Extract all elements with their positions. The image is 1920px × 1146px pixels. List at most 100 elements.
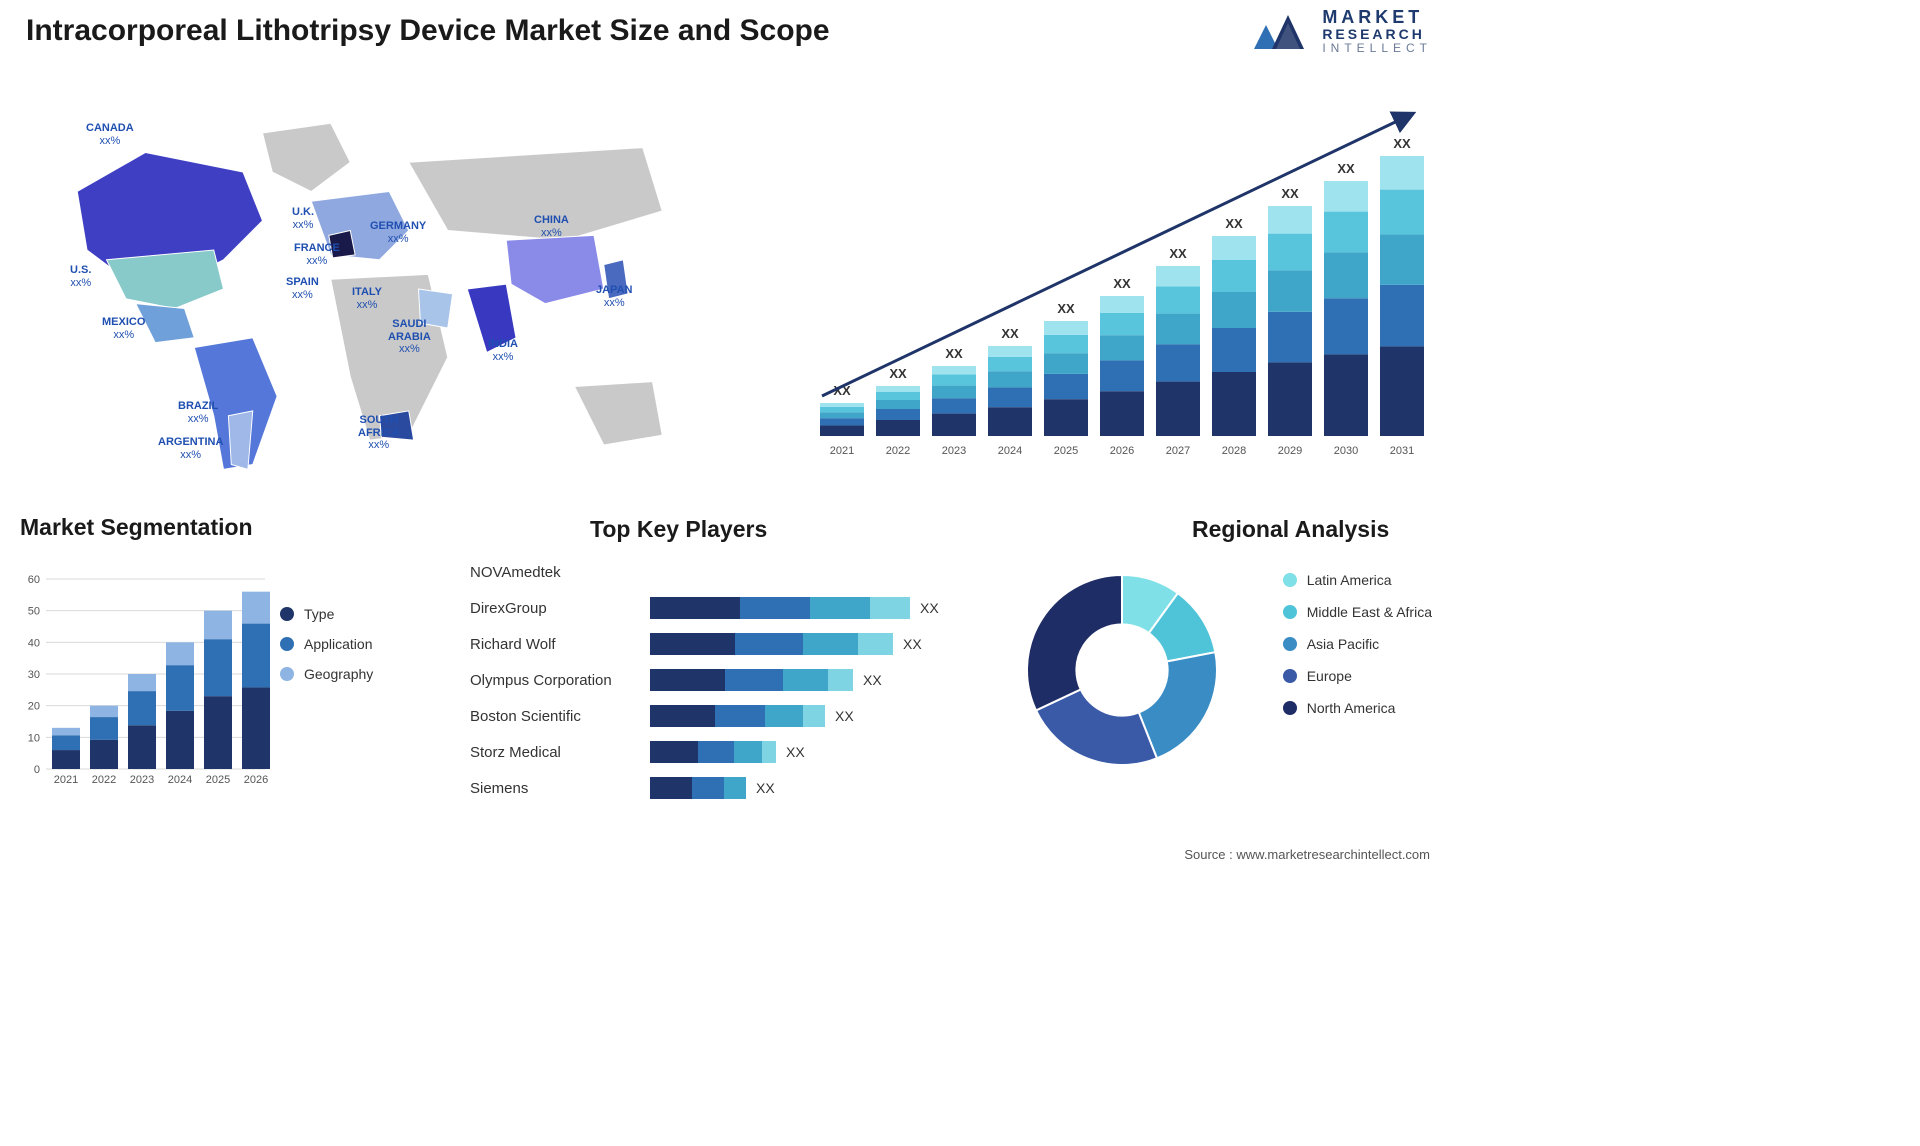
map-label: INDIAxx% bbox=[488, 338, 518, 363]
svg-text:XX: XX bbox=[945, 346, 963, 361]
segmentation-legend: Type Application Geography bbox=[280, 606, 373, 696]
player-name: Boston Scientific bbox=[470, 708, 650, 725]
svg-text:10: 10 bbox=[28, 732, 40, 744]
svg-text:XX: XX bbox=[1393, 136, 1411, 151]
svg-text:XX: XX bbox=[1337, 161, 1355, 176]
player-bar bbox=[650, 777, 746, 799]
legend-item: Application bbox=[280, 636, 373, 652]
map-label: BRAZILxx% bbox=[178, 400, 218, 425]
logo-line1: MARKET bbox=[1322, 8, 1432, 27]
map-label: SAUDIARABIAxx% bbox=[388, 318, 431, 356]
key-players-section: Top Key Players NOVAmedtekDirexGroupXXRi… bbox=[470, 516, 970, 826]
svg-text:XX: XX bbox=[1169, 246, 1187, 261]
svg-text:40: 40 bbox=[28, 637, 40, 649]
player-bar bbox=[650, 705, 825, 727]
logo-mark-icon bbox=[1252, 9, 1312, 53]
player-value: XX bbox=[863, 672, 882, 688]
regional-section: Regional Analysis Latin America Middle Ea… bbox=[1002, 516, 1432, 826]
segmentation-heading: Market Segmentation bbox=[20, 514, 253, 541]
svg-text:20: 20 bbox=[28, 701, 40, 713]
svg-text:60: 60 bbox=[28, 574, 40, 586]
player-row: Richard Wolf XX bbox=[470, 628, 970, 660]
logo-line2: RESEARCH bbox=[1322, 27, 1432, 42]
map-label: ARGENTINAxx% bbox=[158, 436, 223, 461]
player-name: Siemens bbox=[470, 780, 650, 797]
svg-text:XX: XX bbox=[1225, 216, 1243, 231]
player-bar bbox=[650, 669, 853, 691]
svg-text:XX: XX bbox=[889, 366, 907, 381]
svg-text:2025: 2025 bbox=[1054, 445, 1078, 457]
svg-text:2026: 2026 bbox=[244, 774, 268, 786]
svg-text:2023: 2023 bbox=[130, 774, 154, 786]
player-row: Siemens XX bbox=[470, 772, 970, 804]
svg-text:XX: XX bbox=[1057, 301, 1075, 316]
player-value: XX bbox=[920, 600, 939, 616]
map-label: CANADAxx% bbox=[86, 122, 134, 147]
legend-item: Europe bbox=[1283, 668, 1432, 684]
player-bar bbox=[650, 597, 910, 619]
legend-item: Latin America bbox=[1283, 572, 1432, 588]
map-label: U.K.xx% bbox=[292, 206, 314, 231]
player-value: XX bbox=[786, 744, 805, 760]
svg-text:2024: 2024 bbox=[998, 445, 1022, 457]
player-row: Boston Scientific XX bbox=[470, 700, 970, 732]
svg-text:2031: 2031 bbox=[1390, 445, 1414, 457]
legend-item: North America bbox=[1283, 700, 1432, 716]
map-label: U.S.xx% bbox=[70, 264, 91, 289]
player-value: XX bbox=[756, 780, 775, 796]
svg-text:30: 30 bbox=[28, 669, 40, 681]
map-label: JAPANxx% bbox=[596, 284, 632, 309]
page-title: Intracorporeal Lithotripsy Device Market… bbox=[26, 14, 830, 48]
svg-text:2021: 2021 bbox=[830, 445, 854, 457]
map-label: MEXICOxx% bbox=[102, 316, 145, 341]
svg-text:2027: 2027 bbox=[1166, 445, 1190, 457]
player-name: NOVAmedtek bbox=[470, 564, 650, 581]
svg-text:2026: 2026 bbox=[1110, 445, 1134, 457]
legend-item: Type bbox=[280, 606, 373, 622]
map-label: GERMANYxx% bbox=[370, 220, 426, 245]
legend-item: Geography bbox=[280, 666, 373, 682]
player-row: NOVAmedtek bbox=[470, 556, 970, 588]
player-row: DirexGroup XX bbox=[470, 592, 970, 624]
svg-text:2024: 2024 bbox=[168, 774, 192, 786]
player-value: XX bbox=[903, 636, 922, 652]
market-size-chart: XX 2021 XX 2022 XX 2023 XX 2024 XX 2025 XX 2026 XX 20… bbox=[802, 96, 1432, 470]
svg-text:2028: 2028 bbox=[1222, 445, 1246, 457]
map-label: FRANCExx% bbox=[294, 242, 340, 267]
map-label: SPAINxx% bbox=[286, 276, 319, 301]
logo-line3: INTELLECT bbox=[1322, 42, 1432, 55]
map-label: CHINAxx% bbox=[534, 214, 569, 239]
regional-heading: Regional Analysis bbox=[1192, 516, 1389, 543]
svg-text:2021: 2021 bbox=[54, 774, 78, 786]
svg-text:2022: 2022 bbox=[92, 774, 116, 786]
map-label: ITALYxx% bbox=[352, 286, 382, 311]
svg-text:50: 50 bbox=[28, 606, 40, 618]
brand-logo: MARKET RESEARCH INTELLECT bbox=[1252, 8, 1432, 54]
map-label: SOUTHAFRICAxx% bbox=[358, 414, 400, 452]
source-text: Source : www.marketresearchintellect.com bbox=[1184, 847, 1430, 862]
legend-item: Asia Pacific bbox=[1283, 636, 1432, 652]
player-value: XX bbox=[835, 708, 854, 724]
player-name: Olympus Corporation bbox=[470, 672, 650, 689]
svg-text:2023: 2023 bbox=[942, 445, 966, 457]
svg-text:0: 0 bbox=[34, 764, 40, 776]
player-bar bbox=[650, 741, 776, 763]
player-name: DirexGroup bbox=[470, 600, 650, 617]
svg-text:2029: 2029 bbox=[1278, 445, 1302, 457]
legend-item: Middle East & Africa bbox=[1283, 604, 1432, 620]
key-players-heading: Top Key Players bbox=[590, 516, 767, 543]
segmentation-section: Market Segmentation 01020304050602021202… bbox=[20, 554, 420, 834]
player-bar bbox=[650, 633, 893, 655]
player-name: Storz Medical bbox=[470, 744, 650, 761]
svg-text:XX: XX bbox=[1113, 276, 1131, 291]
player-name: Richard Wolf bbox=[470, 636, 650, 653]
svg-text:2030: 2030 bbox=[1334, 445, 1358, 457]
regional-legend: Latin America Middle East & Africa Asia Pa… bbox=[1283, 572, 1432, 732]
svg-text:XX: XX bbox=[1001, 326, 1019, 341]
player-row: Olympus Corporation XX bbox=[470, 664, 970, 696]
world-map: CANADAxx% U.S.xx% MEXICOxx% BRAZILxx% ARGENT… bbox=[10, 94, 710, 484]
player-row: Storz Medical XX bbox=[470, 736, 970, 768]
svg-text:2025: 2025 bbox=[206, 774, 230, 786]
svg-text:XX: XX bbox=[1281, 186, 1299, 201]
svg-text:2022: 2022 bbox=[886, 445, 910, 457]
